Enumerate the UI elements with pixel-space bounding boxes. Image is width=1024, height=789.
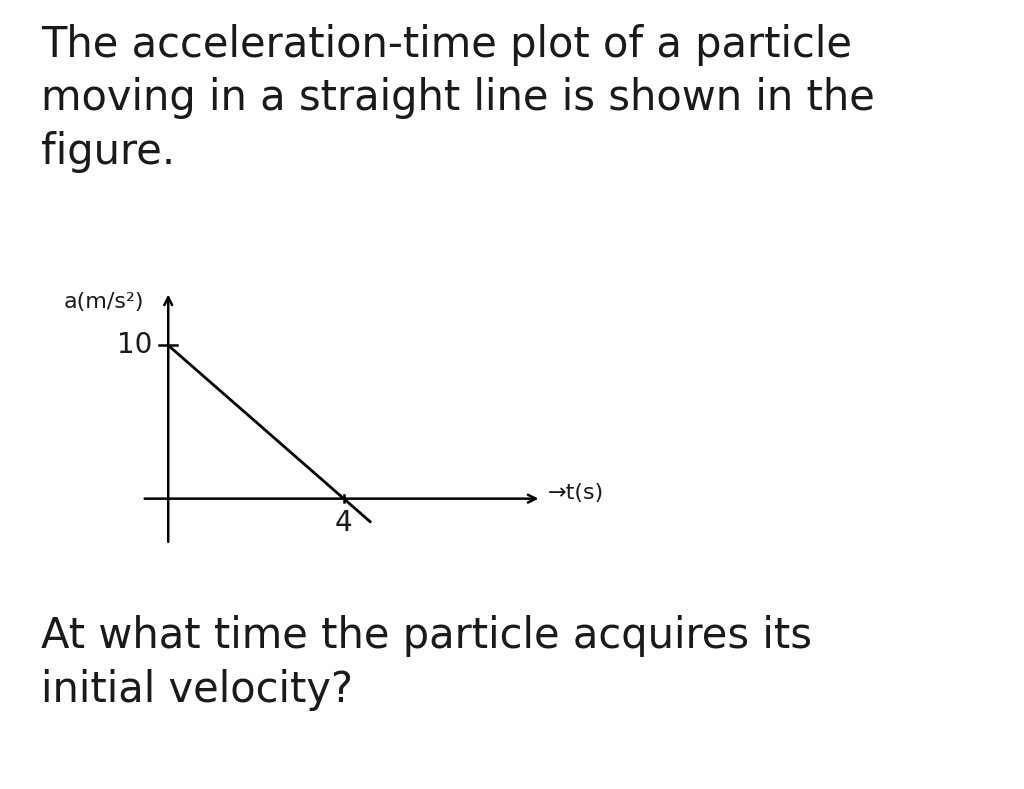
Text: 4: 4 — [335, 510, 352, 537]
Text: At what time the particle acquires its
initial velocity?: At what time the particle acquires its i… — [41, 615, 812, 711]
Text: →t(s): →t(s) — [548, 483, 604, 503]
Text: The acceleration-time plot of a particle
moving in a straight line is shown in t: The acceleration-time plot of a particle… — [41, 24, 874, 173]
Text: a(m/s²): a(m/s²) — [63, 292, 144, 312]
Text: 10: 10 — [118, 331, 153, 359]
